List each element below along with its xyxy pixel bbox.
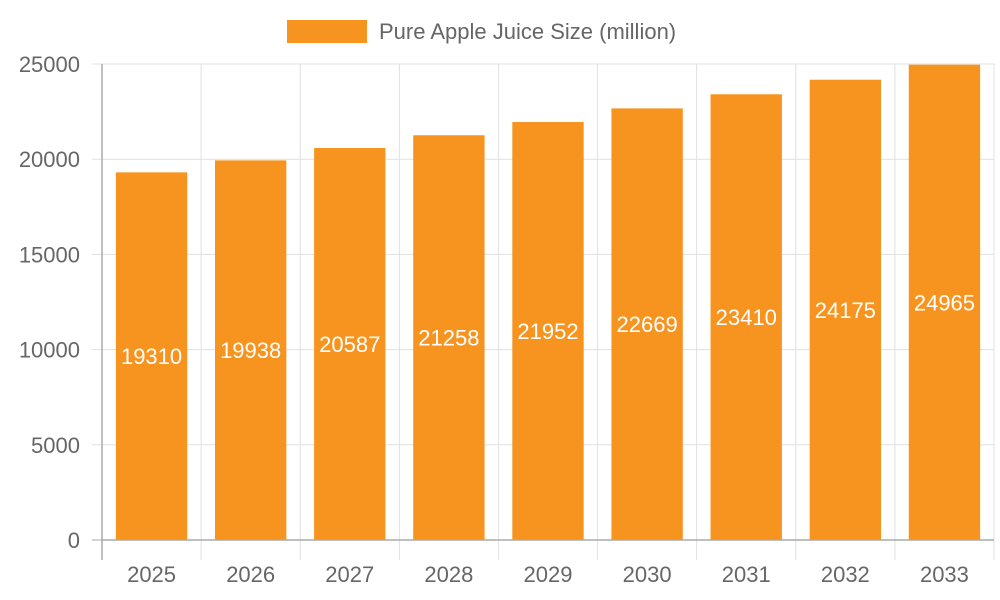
bar-value-label: 21952 xyxy=(517,319,578,344)
y-tick-label: 5000 xyxy=(31,433,80,458)
x-tick-label: 2030 xyxy=(623,562,672,587)
bar-value-label: 21258 xyxy=(418,326,479,351)
bar-2026[interactable]: 19938 xyxy=(214,160,287,540)
bar-value-label: 22669 xyxy=(617,312,678,337)
y-tick-label: 25000 xyxy=(19,52,80,77)
bar-2032[interactable]: 24175 xyxy=(809,79,882,540)
bar-2033[interactable]: 24965 xyxy=(908,64,981,541)
bar-value-label: 24175 xyxy=(815,298,876,323)
bar-2030[interactable]: 22669 xyxy=(611,108,683,541)
bar-2027[interactable]: 20587 xyxy=(314,148,386,541)
bar-value-label: 19310 xyxy=(121,344,182,369)
axes xyxy=(101,64,994,560)
bar-value-label: 20587 xyxy=(319,332,380,357)
x-axis-ticks: 2025 2026 2027 2028 2029 2030 2031 2032 2033 xyxy=(127,562,969,587)
legend[interactable]: Pure Apple Juice Size (million) xyxy=(287,19,676,44)
bar-2025[interactable]: 19310 xyxy=(115,172,188,541)
bar-rect[interactable] xyxy=(115,172,188,541)
bar-2028[interactable]: 21258 xyxy=(413,135,485,540)
bar-rect[interactable] xyxy=(908,64,981,541)
legend-swatch xyxy=(287,20,367,43)
y-tick-label: 0 xyxy=(68,528,80,553)
bar-rect[interactable] xyxy=(214,160,287,540)
bar-rect[interactable] xyxy=(413,135,485,540)
bars: 19310 19938 20587 21258 21952 22669 23410 24175… xyxy=(115,64,981,541)
bar-rect[interactable] xyxy=(314,148,386,541)
bar-2031[interactable]: 23410 xyxy=(710,94,782,541)
bar-value-label: 19938 xyxy=(220,338,281,363)
bar-rect[interactable] xyxy=(512,122,584,540)
legend-label: Pure Apple Juice Size (million) xyxy=(379,19,676,44)
y-axis-ticks: 0 5000 10000 15000 20000 25000 xyxy=(19,52,80,553)
bar-rect[interactable] xyxy=(710,94,782,541)
x-tick-label: 2031 xyxy=(722,562,771,587)
x-tick-label: 2033 xyxy=(920,562,969,587)
y-tick-label: 15000 xyxy=(19,242,80,267)
x-tick-label: 2032 xyxy=(821,562,870,587)
bar-rect[interactable] xyxy=(809,79,882,540)
bar-2029[interactable]: 21952 xyxy=(512,122,584,540)
y-tick-label: 20000 xyxy=(19,147,80,172)
bar-value-label: 24965 xyxy=(914,290,975,315)
y-tick-label: 10000 xyxy=(19,338,80,363)
x-tick-label: 2025 xyxy=(127,562,176,587)
x-tick-label: 2026 xyxy=(226,562,275,587)
bar-value-label: 23410 xyxy=(716,305,777,330)
bar-rect[interactable] xyxy=(611,108,683,541)
x-tick-label: 2028 xyxy=(424,562,473,587)
x-tick-label: 2027 xyxy=(325,562,374,587)
x-tick-label: 2029 xyxy=(524,562,573,587)
